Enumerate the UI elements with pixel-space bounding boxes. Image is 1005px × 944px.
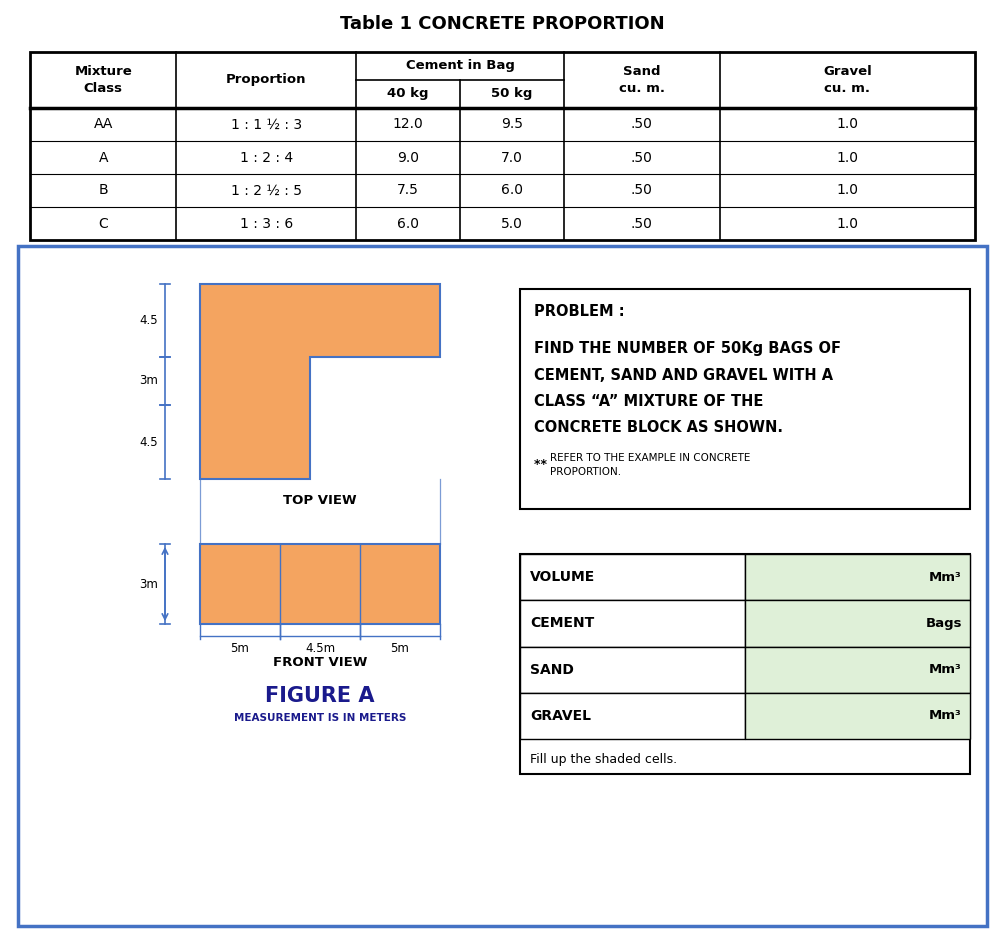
Bar <box>200 544 440 624</box>
Text: 7.0: 7.0 <box>501 150 523 164</box>
Bar <box>520 693 745 739</box>
Bar <box>18 246 987 926</box>
Text: CLASS “A” MIXTURE OF THE: CLASS “A” MIXTURE OF THE <box>534 394 764 409</box>
Text: 5m: 5m <box>391 643 409 655</box>
Text: .50: .50 <box>631 183 653 197</box>
Text: FIGURE A: FIGURE A <box>265 686 375 706</box>
Bar <box>30 52 975 240</box>
Text: Bags: Bags <box>926 616 962 630</box>
Text: SAND: SAND <box>530 663 574 677</box>
Text: MEASUREMENT IS IN METERS: MEASUREMENT IS IN METERS <box>234 713 406 723</box>
Bar <box>745 600 970 647</box>
Text: Fill up the shaded cells.: Fill up the shaded cells. <box>530 752 677 766</box>
Bar <box>520 289 970 509</box>
Text: Mixture
Class: Mixture Class <box>74 65 132 95</box>
Bar <box>520 647 745 693</box>
Text: CONCRETE BLOCK AS SHOWN.: CONCRETE BLOCK AS SHOWN. <box>534 419 783 434</box>
Text: Table 1 CONCRETE PROPORTION: Table 1 CONCRETE PROPORTION <box>340 15 664 33</box>
Text: Mm³: Mm³ <box>930 663 962 676</box>
Bar <box>520 554 745 600</box>
Text: .50: .50 <box>631 216 653 230</box>
Text: FRONT VIEW: FRONT VIEW <box>272 655 367 668</box>
Bar <box>520 554 970 774</box>
Text: 3m: 3m <box>140 578 159 591</box>
Text: 1 : 1 ½ : 3: 1 : 1 ½ : 3 <box>231 117 302 131</box>
Text: Proportion: Proportion <box>226 74 307 87</box>
Bar <box>745 693 970 739</box>
Text: A: A <box>98 150 108 164</box>
Text: 4.5m: 4.5m <box>305 643 335 655</box>
Text: REFER TO THE EXAMPLE IN CONCRETE
PROPORTION.: REFER TO THE EXAMPLE IN CONCRETE PROPORT… <box>550 453 751 477</box>
Text: Cement in Bag: Cement in Bag <box>406 59 515 73</box>
Text: 1.0: 1.0 <box>836 150 858 164</box>
Text: 5.0: 5.0 <box>501 216 523 230</box>
Text: C: C <box>98 216 109 230</box>
Text: 4.5: 4.5 <box>140 435 159 448</box>
Text: 50 kg: 50 kg <box>491 88 533 100</box>
Text: 1 : 2 ½ : 5: 1 : 2 ½ : 5 <box>231 183 302 197</box>
Text: 5m: 5m <box>230 643 249 655</box>
Text: Mm³: Mm³ <box>930 709 962 722</box>
Text: B: B <box>98 183 109 197</box>
Text: VOLUME: VOLUME <box>530 570 595 584</box>
Text: FIND THE NUMBER OF 50Kg BAGS OF: FIND THE NUMBER OF 50Kg BAGS OF <box>534 342 841 357</box>
Text: PROBLEM :: PROBLEM : <box>534 304 625 318</box>
Bar <box>745 554 970 600</box>
Text: GRAVEL: GRAVEL <box>530 709 591 723</box>
Text: **: ** <box>534 459 552 471</box>
Text: 6.0: 6.0 <box>397 216 419 230</box>
Text: 1.0: 1.0 <box>836 117 858 131</box>
Text: 1.0: 1.0 <box>836 183 858 197</box>
Text: CEMENT: CEMENT <box>530 616 594 631</box>
Text: TOP VIEW: TOP VIEW <box>283 495 357 508</box>
Text: 1.0: 1.0 <box>836 216 858 230</box>
Text: 12.0: 12.0 <box>393 117 423 131</box>
Polygon shape <box>200 284 440 479</box>
Text: Sand
cu. m.: Sand cu. m. <box>619 65 665 95</box>
Text: 4.5: 4.5 <box>140 314 159 327</box>
Bar <box>520 600 745 647</box>
Text: .50: .50 <box>631 150 653 164</box>
Text: Gravel
cu. m.: Gravel cu. m. <box>823 65 871 95</box>
Text: 9.5: 9.5 <box>500 117 523 131</box>
Bar <box>745 647 970 693</box>
Text: 3m: 3m <box>140 375 159 387</box>
Text: 1 : 3 : 6: 1 : 3 : 6 <box>239 216 292 230</box>
Text: Mm³: Mm³ <box>930 570 962 583</box>
Text: .50: .50 <box>631 117 653 131</box>
Text: 7.5: 7.5 <box>397 183 419 197</box>
Text: AA: AA <box>93 117 113 131</box>
Text: 1 : 2 : 4: 1 : 2 : 4 <box>239 150 292 164</box>
Text: CEMENT, SAND AND GRAVEL WITH A: CEMENT, SAND AND GRAVEL WITH A <box>534 367 833 382</box>
Text: 40 kg: 40 kg <box>387 88 429 100</box>
Text: 6.0: 6.0 <box>500 183 523 197</box>
Text: 9.0: 9.0 <box>397 150 419 164</box>
